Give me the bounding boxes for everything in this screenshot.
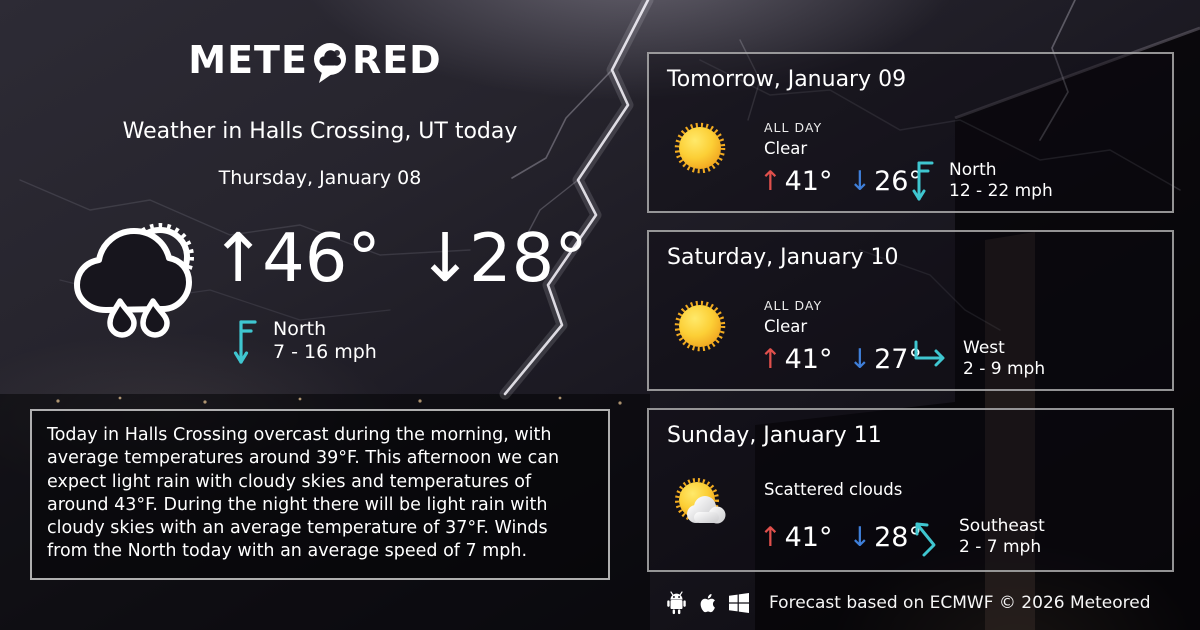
rain-cloud-sun-icon [68,213,200,353]
current-low-value: 28° [469,219,588,297]
wind-barb-north-icon [912,161,934,201]
card-wind: North 12 - 22 mph [911,160,1053,204]
card-title: Tomorrow, January 09 [667,67,907,92]
wind-arrow-southeast-icon [915,522,936,557]
card-wind-speed: 2 - 7 mph [959,537,1042,558]
sun-icon [672,298,728,354]
current-high-value: 46° [262,219,381,297]
weather-summary: Today in Halls Crossing overcast during … [30,409,610,580]
sun-cloud-icon [672,476,732,534]
card-low: 28° [874,522,922,553]
card-wind: West 2 - 9 mph [911,338,1045,381]
period-label: ALL DAY [764,120,823,135]
card-wind-speed: 2 - 9 mph [963,359,1046,380]
footer: Forecast based on ECMWF © 2026 Meteored [666,591,1151,615]
logo-cloud-bubble-icon [310,41,350,85]
temp-down-arrow-icon: ↓ [848,344,872,375]
current-wind-direction: North [273,318,327,340]
current-wind: North 7 - 16 mph [232,318,377,368]
temp-down-arrow-icon: ↓ [848,166,872,197]
wind-arrow-west-icon [914,340,945,367]
condition-label: Scattered clouds [764,480,903,499]
windows-icon [729,593,749,613]
forecast-card-saturday: Saturday, January 10 ALL DAY Clear ↑ 41° … [647,230,1174,391]
logo-text-left: METE [188,38,308,82]
wind-barb-north-icon [233,320,257,364]
attribution-text: Forecast based on ECMWF © 2026 Meteored [769,593,1151,613]
current-wind-speed: 7 - 16 mph [273,341,377,364]
temp-down-arrow-icon: ↓ [848,522,872,553]
card-wind-direction: Southeast [959,516,1045,536]
card-temps: ↑ 41° ↓ 26° [759,166,922,197]
card-high: 41° [784,166,833,197]
condition-label: Clear [764,139,808,158]
temp-up-arrow-icon: ↑ [759,166,782,197]
forecast-card-tomorrow: Tomorrow, January 09 ALL DAY Clear ↑ 41° … [647,52,1174,213]
card-temps: ↑ 41° ↓ 28° [759,522,922,553]
page-title: Weather in Halls Crossing, UT today [122,119,518,144]
forecast-card-sunday: Sunday, January 11 [647,408,1174,572]
temp-up-arrow-icon: ↑ [759,344,782,375]
apple-icon [700,594,715,613]
condition-label: Clear [764,317,808,336]
card-high: 41° [784,522,833,553]
logo-text-right: RED [351,38,442,82]
period-label: ALL DAY [764,298,823,313]
card-title: Saturday, January 10 [667,245,899,270]
sun-icon [672,120,728,176]
current-low: ↓ 28° [417,219,588,297]
card-wind-direction: North [949,160,997,180]
current-temps: ↑ 46° ↓ 28° [210,219,588,297]
temp-up-arrow-icon: ↑ [759,522,782,553]
temp-down-arrow-icon: ↓ [416,219,473,297]
current-high: ↑ 46° [210,219,381,297]
card-temps: ↑ 41° ↓ 27° [759,344,922,375]
temp-up-arrow-icon: ↑ [210,219,266,297]
meteored-logo: METE RED [0,38,630,85]
current-date: Thursday, January 08 [218,167,422,189]
card-wind-direction: West [963,338,1005,358]
card-title: Sunday, January 11 [667,423,882,448]
card-wind-speed: 12 - 22 mph [949,181,1053,202]
card-low: 27° [874,344,922,375]
card-wind: Southeast 2 - 7 mph [911,516,1045,559]
card-high: 41° [784,344,833,375]
android-icon [667,591,686,615]
